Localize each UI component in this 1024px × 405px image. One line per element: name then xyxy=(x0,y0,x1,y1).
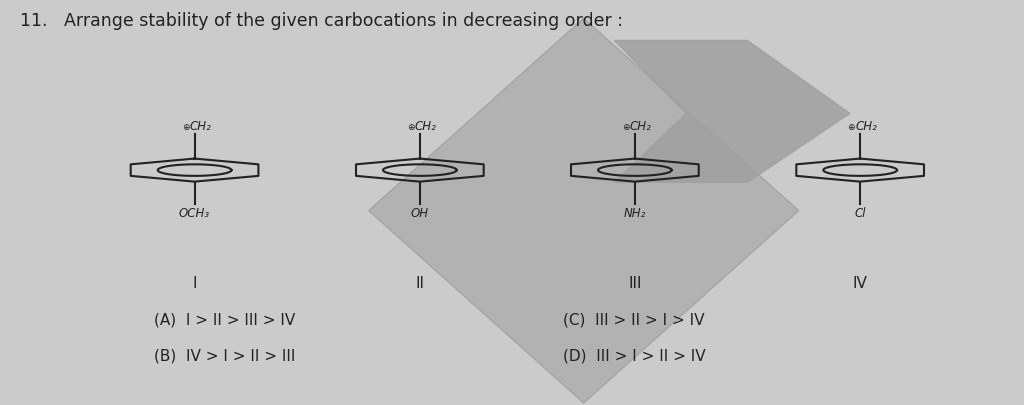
Text: (B)  IV > I > II > III: (B) IV > I > II > III xyxy=(154,349,295,364)
Text: (C)  III > II > I > IV: (C) III > II > I > IV xyxy=(563,312,705,328)
Text: ⊕: ⊕ xyxy=(182,123,189,132)
Text: (A)  I > II > III > IV: (A) I > II > III > IV xyxy=(154,312,295,328)
Text: CH₂: CH₂ xyxy=(855,120,877,134)
Polygon shape xyxy=(369,18,799,403)
Text: CH₂: CH₂ xyxy=(415,120,436,134)
Text: CH₂: CH₂ xyxy=(630,120,651,134)
Text: NH₂: NH₂ xyxy=(624,207,646,220)
Text: ⊕: ⊕ xyxy=(408,123,415,132)
Text: 11.   Arrange stability of the given carbocations in decreasing order :: 11. Arrange stability of the given carbo… xyxy=(20,12,624,30)
Text: II: II xyxy=(416,276,424,291)
Polygon shape xyxy=(614,40,850,182)
Text: (D)  III > I > II > IV: (D) III > I > II > IV xyxy=(563,349,706,364)
Text: CH₂: CH₂ xyxy=(189,120,211,134)
Text: ⊕: ⊕ xyxy=(848,123,855,132)
Text: OH: OH xyxy=(411,207,429,220)
Text: OCH₃: OCH₃ xyxy=(179,207,210,220)
Text: III: III xyxy=(628,276,642,291)
Text: IV: IV xyxy=(853,276,867,291)
Text: Cl: Cl xyxy=(854,207,866,220)
Text: ⊕: ⊕ xyxy=(623,123,630,132)
Text: I: I xyxy=(193,276,197,291)
